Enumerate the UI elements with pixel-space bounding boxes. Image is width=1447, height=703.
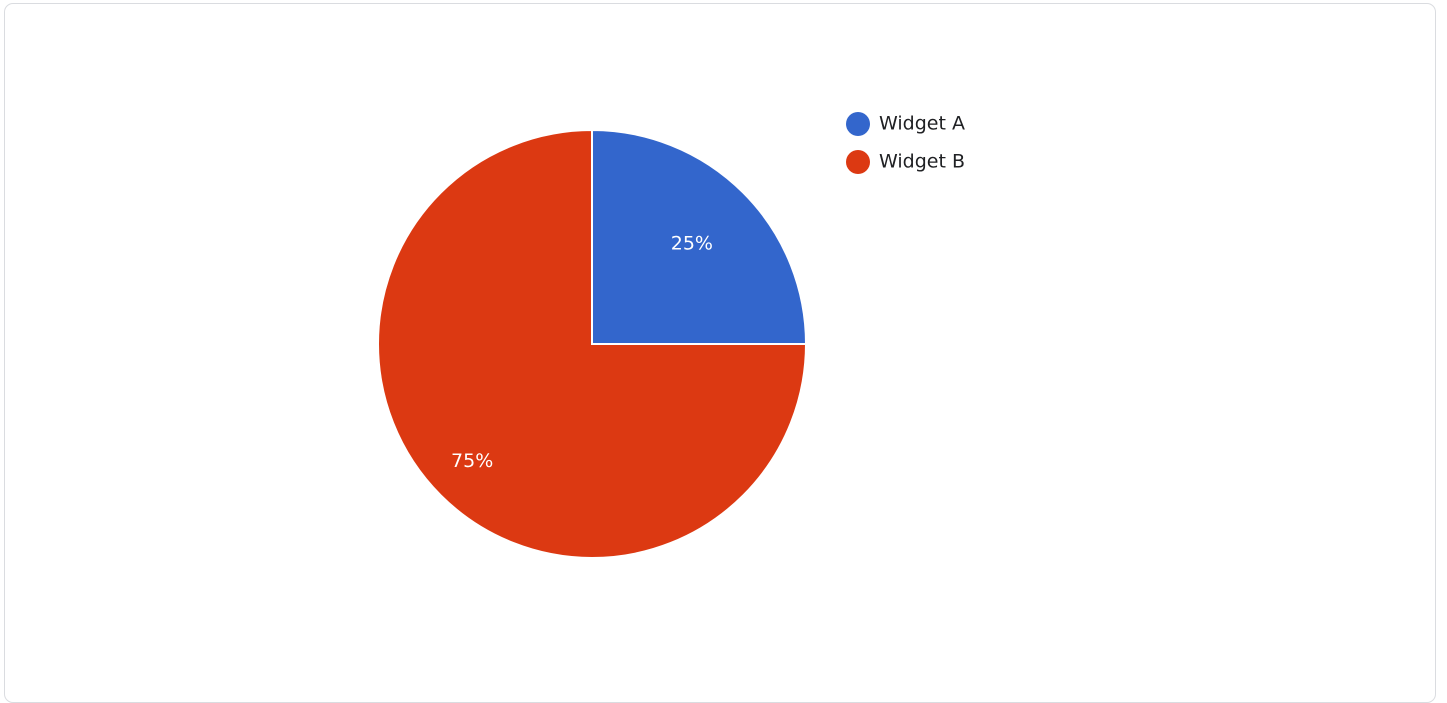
legend-item-widget-b[interactable]: Widget B (846, 150, 965, 174)
legend-label: Widget A (879, 113, 965, 135)
legend-item-widget-a[interactable]: Widget A (846, 112, 965, 136)
slice-label-widget-a: 25% (671, 233, 713, 255)
legend-swatch (846, 112, 870, 136)
pie-slice-labels: 25% 75% (451, 233, 713, 473)
pie-slices (377, 128, 808, 559)
slice-label-widget-b: 75% (451, 450, 493, 472)
pie-slice-widget-b[interactable] (377, 128, 808, 559)
legend-swatch (846, 150, 870, 174)
legend-label: Widget B (879, 151, 965, 173)
pie-slice-widget-a[interactable] (591, 128, 808, 345)
legend: Widget A Widget B (846, 112, 965, 174)
